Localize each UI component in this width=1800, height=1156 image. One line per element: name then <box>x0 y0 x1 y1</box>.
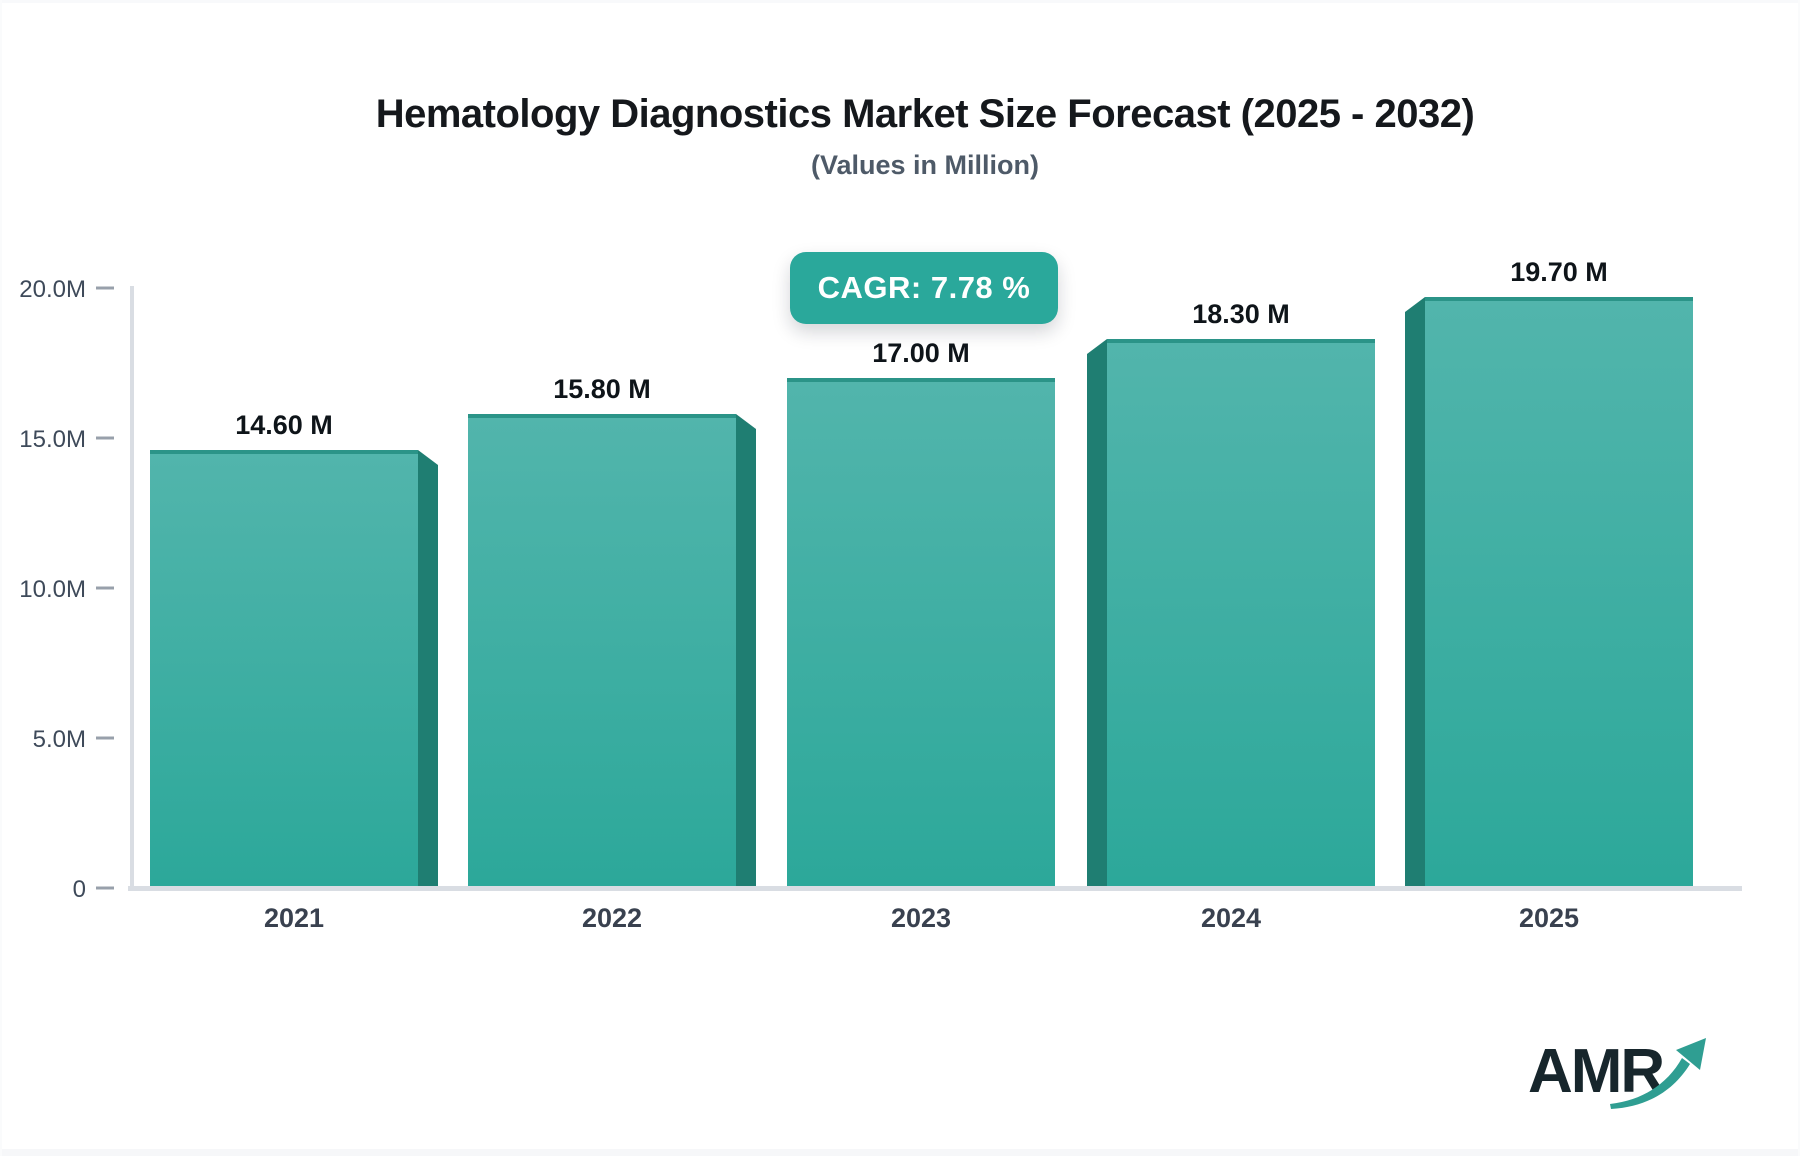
bar-value-label: 18.30 M <box>1192 299 1290 329</box>
bar-value-label: 15.80 M <box>553 374 651 404</box>
bar-category-label: 2021 <box>264 903 324 933</box>
bar-top-edge <box>787 378 1055 382</box>
y-tick-label: 10.0M <box>19 576 86 603</box>
bar-group-2022: 15.80 M 2022 <box>468 374 756 933</box>
bar-category-label: 2022 <box>582 903 642 933</box>
y-tick <box>96 886 114 890</box>
bar-side <box>736 414 756 886</box>
cagr-badge-label: CAGR: 7.78 % <box>817 270 1031 305</box>
bar-category-label: 2024 <box>1201 903 1261 933</box>
y-tick <box>96 736 114 740</box>
y-tick-label: 5.0M <box>33 726 86 753</box>
y-tick-label: 20.0M <box>19 276 86 303</box>
bar-face <box>150 450 418 886</box>
bar-top-edge <box>150 450 418 454</box>
y-tick-label: 15.0M <box>19 426 86 453</box>
page-subtitle: (Values in Million) <box>810 150 1040 180</box>
bar-face <box>1425 297 1693 886</box>
bar-group-2021: 14.60 M 2021 <box>150 410 438 933</box>
amr-logo-text: AMR <box>1528 1037 1665 1106</box>
bar-category-label: 2023 <box>891 903 951 933</box>
bar-value-label: 19.70 M <box>1510 257 1608 287</box>
y-tick <box>96 586 114 590</box>
x-axis-line <box>128 886 1742 891</box>
frame-border <box>1798 0 1800 1156</box>
bar-value-label: 17.00 M <box>872 338 970 368</box>
arrow-head <box>1676 1038 1706 1070</box>
bar-value-label: 14.60 M <box>235 410 333 440</box>
bar-side <box>418 450 438 886</box>
y-tick <box>96 286 114 290</box>
bar-side <box>1405 297 1425 886</box>
frame-border <box>0 0 2 1156</box>
bar-group-2024: 18.30 M 2024 <box>1087 299 1375 933</box>
page-title: Hematology Diagnostics Market Size Forec… <box>375 92 1475 136</box>
bar-face <box>468 414 736 886</box>
bar-top-edge <box>1425 297 1693 301</box>
cagr-badge: CAGR: 7.78 % <box>790 252 1058 324</box>
bar-category-label: 2025 <box>1519 903 1579 933</box>
bar-group-2025: 19.70 M 2025 <box>1405 257 1693 933</box>
bar-face <box>787 378 1055 886</box>
y-axis-line <box>130 286 134 890</box>
growth-arrow-icon <box>1610 1038 1706 1109</box>
bar-face <box>1107 339 1375 886</box>
frame-border <box>0 0 1800 3</box>
bar-group-2023: 17.00 M 2023 <box>787 338 1055 933</box>
y-tick <box>96 436 114 440</box>
y-tick-label: 0 <box>73 876 86 903</box>
frame-border <box>0 1149 1800 1156</box>
bar-side <box>1087 339 1107 886</box>
arrow-swoosh <box>1610 1058 1690 1109</box>
bar-top-edge <box>468 414 736 418</box>
amr-logo: AMR <box>1528 1028 1718 1120</box>
bar-top-edge <box>1107 339 1375 343</box>
